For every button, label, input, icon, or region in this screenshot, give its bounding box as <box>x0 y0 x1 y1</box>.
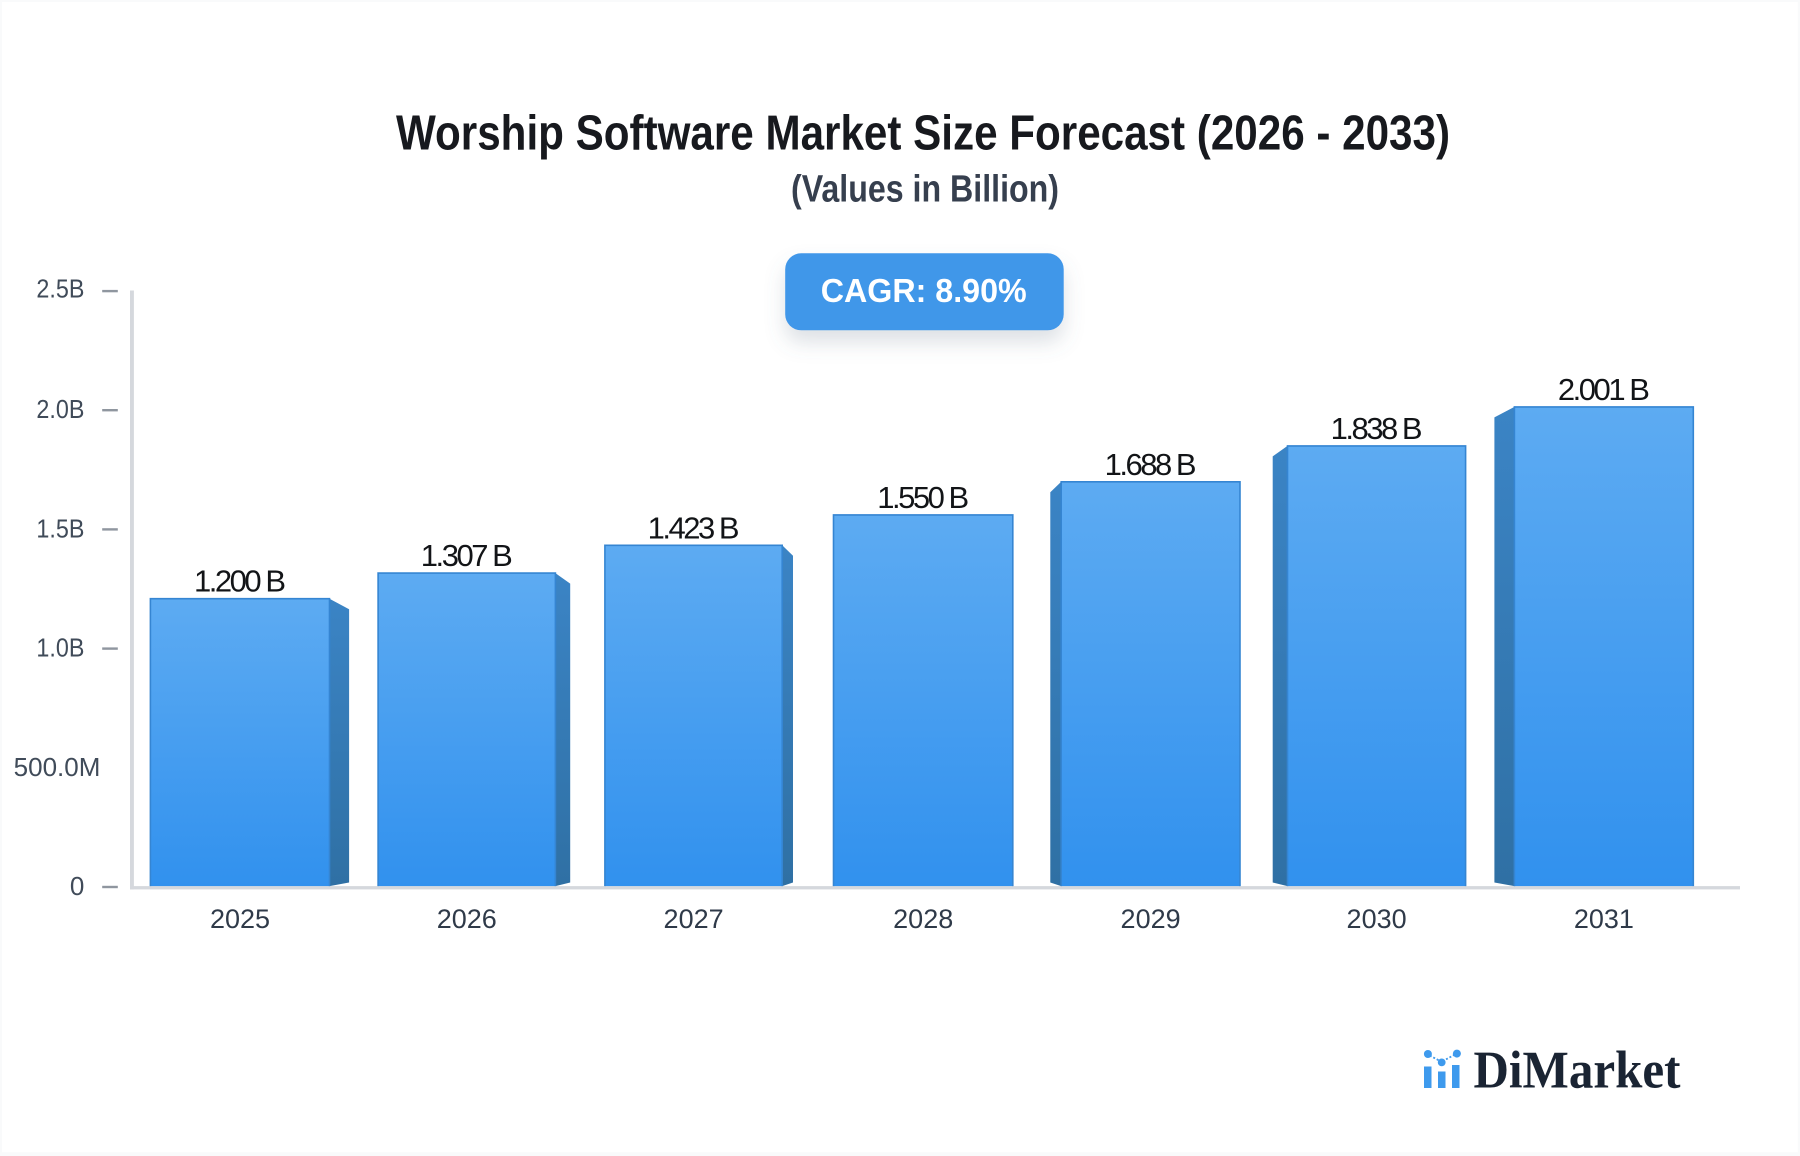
svg-text:2025: 2025 <box>210 904 270 934</box>
svg-text:2027: 2027 <box>664 904 724 934</box>
svg-text:2028: 2028 <box>893 904 953 934</box>
svg-text:Worship Software Market Size F: Worship Software Market Size Forecast (2… <box>396 106 1450 160</box>
svg-text:2031: 2031 <box>1574 904 1634 934</box>
svg-text:1.200 B: 1.200 B <box>194 564 286 599</box>
svg-text:2.0B: 2.0B <box>36 394 84 424</box>
svg-text:1.838 B: 1.838 B <box>1331 411 1423 446</box>
svg-text:CAGR: 8.90%: CAGR: 8.90% <box>821 272 1027 309</box>
svg-text:2026: 2026 <box>437 904 497 934</box>
svg-text:500.0M: 500.0M <box>14 752 101 782</box>
svg-text:DiMarket: DiMarket <box>1474 1042 1681 1100</box>
svg-text:2029: 2029 <box>1121 904 1181 934</box>
svg-text:2030: 2030 <box>1347 904 1407 934</box>
svg-text:2.5B: 2.5B <box>36 274 84 304</box>
svg-text:1.423 B: 1.423 B <box>648 510 740 545</box>
svg-text:(Values in Billion): (Values in Billion) <box>791 168 1059 210</box>
svg-text:1.307 B: 1.307 B <box>421 538 513 573</box>
svg-text:2.001 B: 2.001 B <box>1558 372 1650 407</box>
svg-text:1.688 B: 1.688 B <box>1105 447 1197 482</box>
svg-text:1.5B: 1.5B <box>36 513 84 543</box>
svg-text:1.550 B: 1.550 B <box>877 480 969 515</box>
svg-text:1.0B: 1.0B <box>36 633 84 663</box>
svg-text:0: 0 <box>70 871 84 901</box>
